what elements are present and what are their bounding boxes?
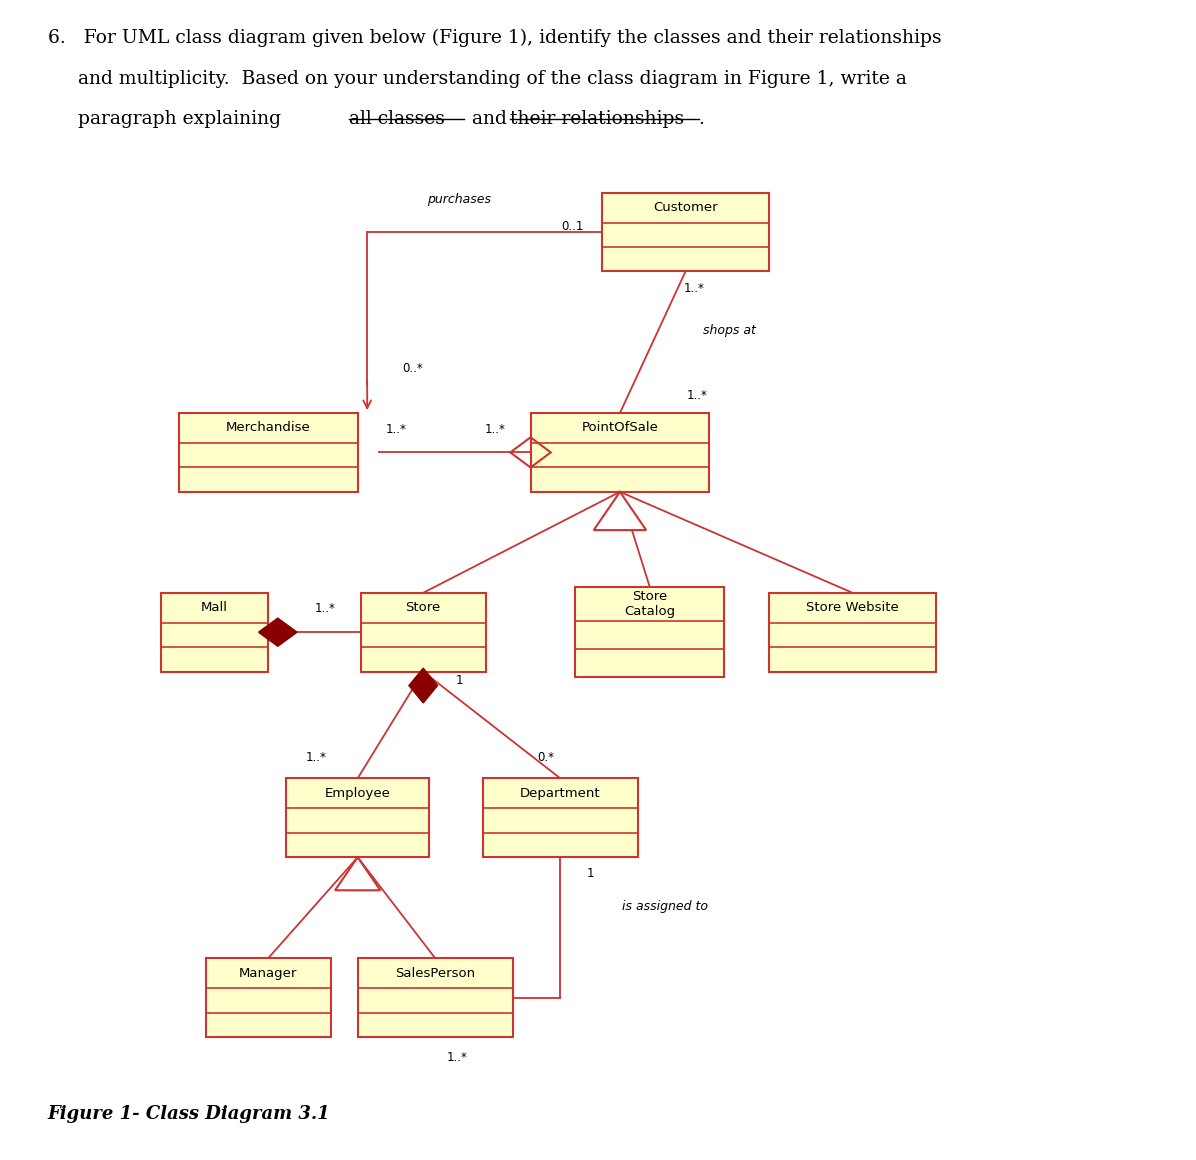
Text: and multiplicity.  Based on your understanding of the class diagram in Figure 1,: and multiplicity. Based on your understa… <box>48 70 907 88</box>
FancyBboxPatch shape <box>206 958 331 1037</box>
FancyBboxPatch shape <box>361 593 486 672</box>
Text: all classes: all classes <box>349 110 445 129</box>
Text: PointOfSale: PointOfSale <box>581 421 658 435</box>
Text: Store Website: Store Website <box>806 601 899 615</box>
Text: is assigned to: is assigned to <box>622 900 708 913</box>
Text: Customer: Customer <box>653 201 718 215</box>
Text: Merchandise: Merchandise <box>226 421 311 435</box>
Text: 1..*: 1..* <box>683 282 704 296</box>
Text: Department: Department <box>520 786 600 800</box>
Text: Manager: Manager <box>239 966 298 980</box>
Polygon shape <box>409 668 438 703</box>
Polygon shape <box>335 857 380 891</box>
Text: 1..*: 1..* <box>687 389 708 403</box>
Text: Store
Catalog: Store Catalog <box>624 590 676 618</box>
Text: 6.   For UML class diagram given below (Figure 1), identify the classes and thei: 6. For UML class diagram given below (Fi… <box>48 29 941 48</box>
Text: 0.*: 0.* <box>537 751 555 764</box>
Text: Mall: Mall <box>201 601 228 615</box>
FancyBboxPatch shape <box>179 413 358 492</box>
Text: Store: Store <box>405 601 441 615</box>
Text: .: . <box>698 110 704 129</box>
Polygon shape <box>258 618 297 646</box>
FancyBboxPatch shape <box>531 413 709 492</box>
FancyBboxPatch shape <box>161 593 268 672</box>
FancyBboxPatch shape <box>483 778 637 857</box>
Text: 0..1: 0..1 <box>561 219 584 233</box>
Text: their relationships: their relationships <box>511 110 684 129</box>
Text: 1..*: 1..* <box>446 1051 468 1065</box>
FancyBboxPatch shape <box>286 778 429 857</box>
Text: shops at: shops at <box>703 324 756 338</box>
Text: Employee: Employee <box>325 786 391 800</box>
FancyBboxPatch shape <box>602 193 769 271</box>
FancyBboxPatch shape <box>769 593 936 672</box>
Polygon shape <box>593 492 646 530</box>
Text: paragraph explaining: paragraph explaining <box>48 110 287 129</box>
Text: purchases: purchases <box>427 193 492 206</box>
Text: Figure 1- Class Diagram 3.1: Figure 1- Class Diagram 3.1 <box>48 1104 330 1123</box>
Text: 1: 1 <box>586 867 594 880</box>
Text: 1..*: 1..* <box>305 751 327 764</box>
Text: SalesPerson: SalesPerson <box>395 966 475 980</box>
Text: 0..*: 0..* <box>402 362 423 376</box>
Text: 1..*: 1..* <box>315 602 335 616</box>
FancyBboxPatch shape <box>575 587 725 677</box>
Text: 1: 1 <box>456 674 463 688</box>
FancyBboxPatch shape <box>358 958 513 1037</box>
Text: and: and <box>466 110 513 129</box>
Text: 1..*: 1..* <box>385 422 407 436</box>
Text: 1..*: 1..* <box>484 422 505 436</box>
